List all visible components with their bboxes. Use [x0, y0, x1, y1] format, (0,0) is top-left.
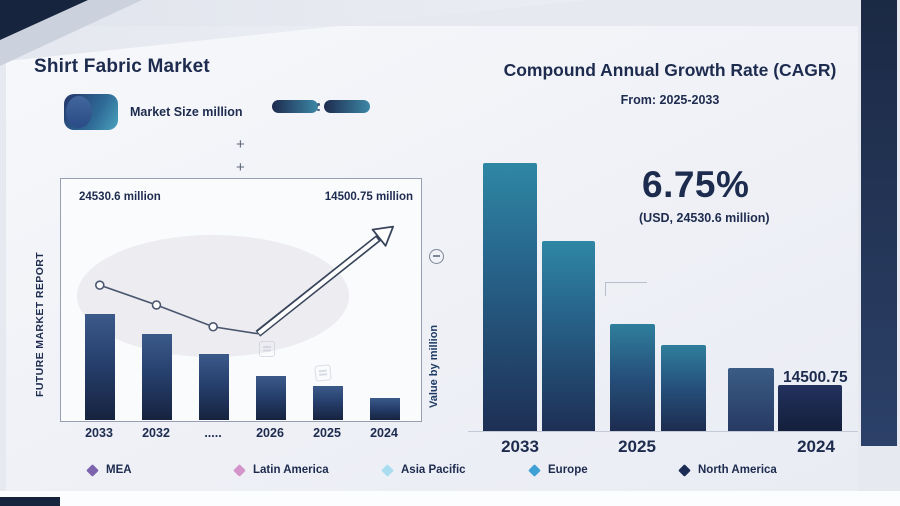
market-size-bars: [61, 179, 421, 421]
cagr-usd-note: (USD, 24530.6 million): [639, 211, 770, 225]
market-size-icon-highlight: [66, 96, 92, 128]
report-side-label: FUTURE MARKET REPORT: [34, 251, 46, 397]
bottom-left-notch: [0, 497, 60, 506]
cagr-title: Compound Annual Growth Rate (CAGR): [503, 60, 837, 80]
market-size-label: Market Size million: [130, 105, 243, 119]
value-callout-2024: 14500.75: [783, 369, 848, 386]
market-size-bar-2032: [142, 334, 172, 420]
market-size-bar-2026: [256, 376, 286, 420]
value-axis-label: Value by million: [428, 324, 440, 408]
step-line: [605, 282, 647, 296]
value-label-2033: 24530.6 million: [79, 191, 161, 203]
pill-separator-dots: [317, 103, 320, 111]
cagr-range: From: 2025-2033: [620, 93, 720, 107]
trend-line-arrow-icon: [95, 225, 395, 337]
cagr-value: 6.75%: [642, 164, 750, 205]
market-size-bar-2033: [85, 314, 115, 420]
plus-mark-1: +: [236, 136, 245, 153]
market-size-icon: [64, 94, 118, 130]
minus-circle-icon: [429, 249, 444, 264]
watermark-icon-1: [259, 341, 275, 357]
market-size-bar-2025: [313, 386, 343, 420]
right-edge-bar: [861, 0, 897, 446]
bottom-band: [0, 491, 900, 506]
page-title: Shirt Fabric Market: [34, 56, 210, 77]
market-size-legend: Market Size million: [64, 94, 243, 130]
decor-pill-2: [324, 100, 370, 113]
decor-pill-1: [272, 100, 318, 113]
market-size-bar-dots: [199, 354, 229, 420]
plus-mark-2: +: [236, 159, 245, 176]
value-label-2024: 14500.75 million: [324, 191, 413, 203]
market-size-bar-2024: [370, 398, 400, 420]
cagr-baseline: [468, 431, 858, 432]
market-size-chart: 24530.6 million 14500.75 million: [60, 178, 422, 422]
